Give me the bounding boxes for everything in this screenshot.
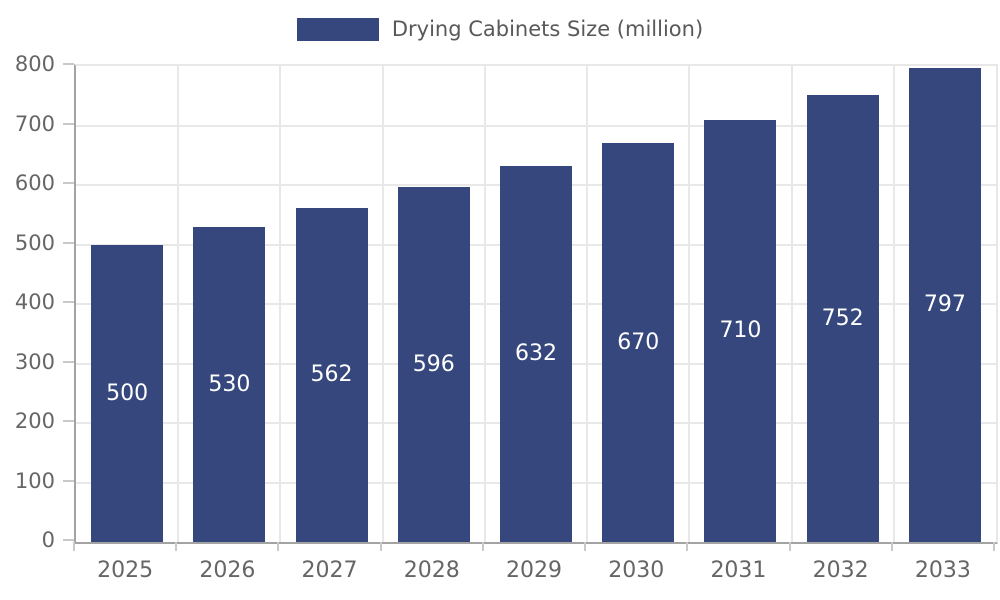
- x-axis-tick-label: 2032: [812, 558, 869, 583]
- y-axis-tick-label: 400: [14, 290, 55, 314]
- y-axis-tick-label: 500: [14, 230, 55, 255]
- x-axis-tick: [277, 542, 280, 551]
- y-axis-tick-label: 300: [14, 349, 55, 374]
- bar[interactable]: 797: [908, 67, 981, 542]
- bar[interactable]: 530: [193, 226, 266, 542]
- bar[interactable]: 500: [91, 244, 164, 542]
- x-axis-tick: [73, 542, 75, 551]
- y-axis-tick-label: 600: [14, 171, 55, 195]
- bar-value-label: 752: [821, 305, 864, 331]
- plot-area: 500 530 562 596 632 670 710 752 797: [74, 64, 998, 544]
- x-gridline: [790, 66, 793, 542]
- x-axis-tick: [481, 542, 484, 551]
- y-axis-tick: [63, 420, 74, 422]
- bar-value-label: 596: [412, 352, 455, 378]
- y-axis-tick: [63, 122, 74, 125]
- bar-value-label: 530: [208, 371, 251, 397]
- y-axis-tick-label: 700: [14, 111, 55, 136]
- x-axis-tick-label: 2031: [710, 558, 767, 583]
- bar[interactable]: 710: [704, 119, 777, 542]
- bar[interactable]: 632: [500, 165, 572, 542]
- x-axis-tick: [379, 542, 382, 551]
- x-axis-tick-label: 2029: [505, 558, 562, 583]
- bar[interactable]: 670: [602, 143, 675, 542]
- x-axis-tick-label: 2027: [301, 558, 358, 583]
- bar[interactable]: 562: [295, 207, 368, 542]
- legend-label: Drying Cabinets Size (million): [391, 17, 704, 41]
- x-axis-tick-label: 2033: [914, 558, 971, 583]
- bar-value-label: 562: [310, 362, 353, 388]
- legend-swatch: [296, 17, 379, 41]
- bar[interactable]: 596: [397, 187, 470, 542]
- x-axis-tick: [584, 542, 587, 551]
- x-axis-tick-label: 2030: [608, 558, 665, 583]
- y-axis-tick: [63, 360, 74, 363]
- x-axis-tick: [788, 542, 791, 551]
- x-gridline: [279, 66, 282, 542]
- bar-value-label: 670: [617, 330, 660, 356]
- x-gridline: [688, 66, 691, 542]
- y-axis-tick: [63, 63, 74, 65]
- y-axis-tick-label: 800: [14, 52, 55, 76]
- x-gridline: [586, 66, 589, 542]
- y-axis-tick-label: 100: [14, 468, 55, 493]
- bar-value-label: 632: [515, 341, 557, 367]
- y-axis-tick-label: 200: [14, 409, 55, 433]
- x-gridline: [177, 66, 180, 542]
- x-gridline: [381, 66, 384, 542]
- y-axis-tick-label: 0: [41, 528, 55, 552]
- x-axis-tick-label: 2026: [199, 558, 256, 583]
- x-axis-tick-label: 2028: [403, 558, 460, 583]
- bar[interactable]: 752: [806, 94, 879, 542]
- legend-item[interactable]: Drying Cabinets Size (million): [0, 17, 1000, 41]
- y-axis-tick: [63, 539, 74, 541]
- x-gridline: [483, 66, 486, 542]
- x-axis-tick: [993, 542, 995, 551]
- x-axis-tick: [686, 542, 689, 551]
- y-gridline: [76, 124, 996, 127]
- y-axis-tick: [63, 182, 74, 184]
- bar-value-label: 710: [719, 318, 762, 344]
- bar-value-label: 797: [923, 292, 966, 318]
- y-axis-tick: [63, 241, 74, 244]
- y-axis-tick: [63, 301, 74, 303]
- x-axis-tick: [890, 542, 893, 551]
- x-gridline: [892, 66, 895, 542]
- y-axis-tick: [63, 479, 74, 482]
- x-axis-tick: [175, 542, 178, 551]
- bar-value-label: 500: [106, 380, 149, 406]
- x-axis-tick-label: 2025: [97, 558, 154, 583]
